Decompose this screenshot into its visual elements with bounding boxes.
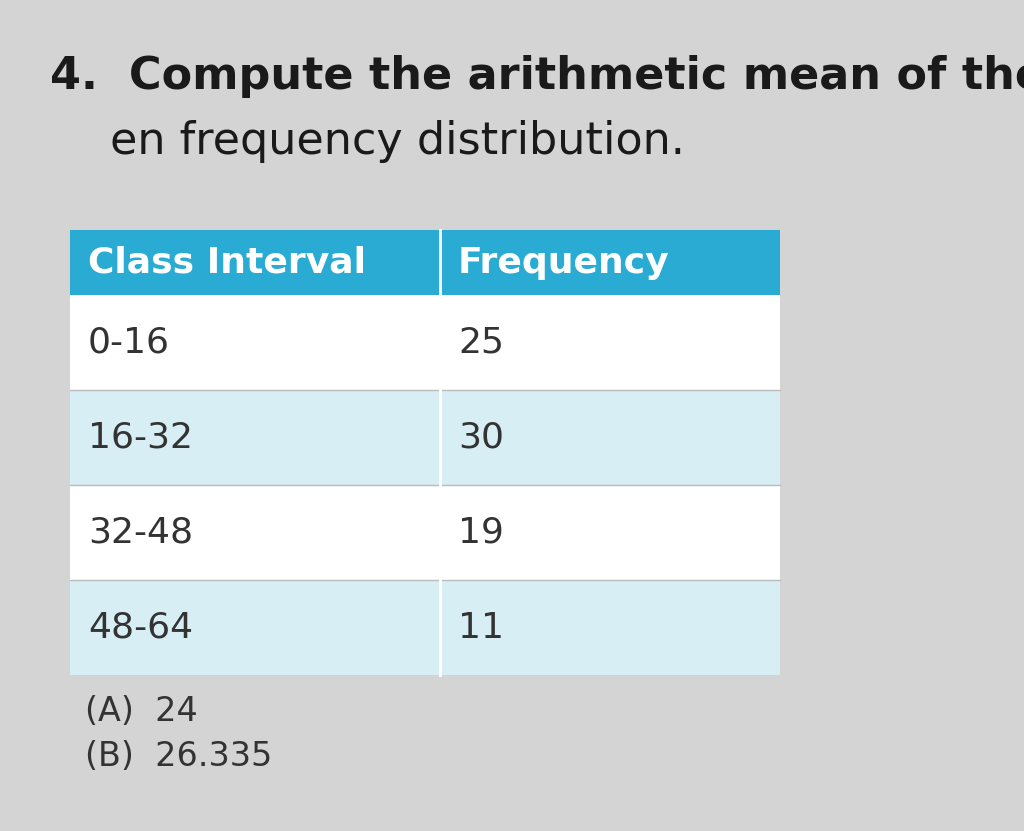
Bar — [70, 295, 780, 390]
Text: en frequency distribution.: en frequency distribution. — [110, 120, 685, 163]
Bar — [70, 580, 780, 675]
Text: 16-32: 16-32 — [88, 420, 193, 455]
Text: 32-48: 32-48 — [88, 515, 194, 549]
Text: 48-64: 48-64 — [88, 611, 194, 645]
Text: (B)  26.335: (B) 26.335 — [85, 740, 272, 773]
Text: 4.  Compute the arithmetic mean of the giv-: 4. Compute the arithmetic mean of the gi… — [50, 55, 1024, 98]
Text: 11: 11 — [458, 611, 504, 645]
Text: 25: 25 — [458, 326, 504, 360]
Bar — [70, 390, 780, 485]
Text: Frequency: Frequency — [458, 245, 670, 279]
Text: 30: 30 — [458, 420, 504, 455]
Text: 19: 19 — [458, 515, 504, 549]
Text: 0-16: 0-16 — [88, 326, 170, 360]
Text: Class Interval: Class Interval — [88, 245, 366, 279]
Text: (A)  24: (A) 24 — [85, 695, 198, 728]
Bar — [70, 230, 780, 295]
Bar — [70, 485, 780, 580]
